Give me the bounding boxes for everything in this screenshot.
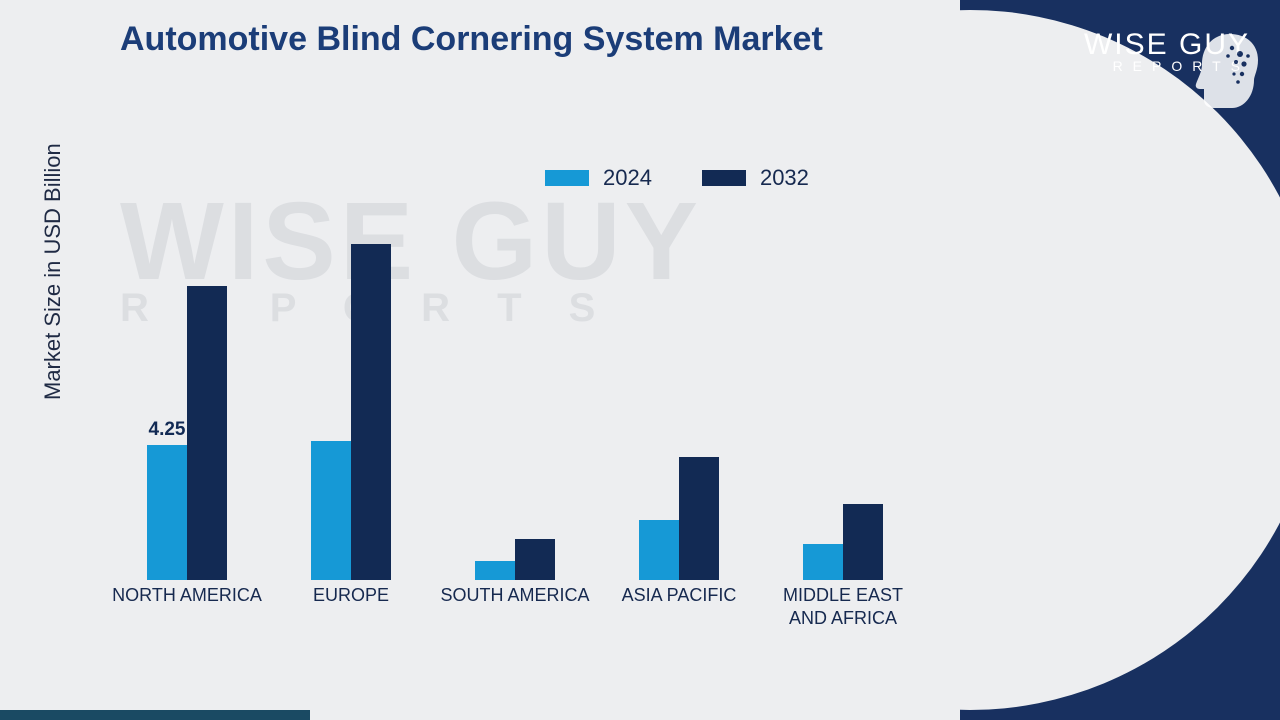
- bar: [803, 544, 843, 580]
- bottom-accent-stripe: [0, 710, 310, 720]
- bar-pair: [274, 200, 428, 580]
- category-label: NORTH AMERICA: [110, 584, 264, 607]
- bar-value-label: 4.25: [137, 419, 197, 441]
- plot-area: 4.25NORTH AMERICAEUROPESOUTH AMERICAASIA…: [110, 200, 930, 580]
- chart-title: Automotive Blind Cornering System Market: [120, 20, 840, 59]
- bar-group: MIDDLE EAST AND AFRICA: [766, 200, 920, 580]
- category-label: SOUTH AMERICA: [438, 584, 592, 607]
- bar: [311, 441, 351, 580]
- bar-pair: [602, 200, 756, 580]
- category-label: EUROPE: [274, 584, 428, 607]
- legend-item-2024: 2024: [545, 165, 652, 191]
- bar: [147, 445, 187, 580]
- bar-pair: [110, 200, 264, 580]
- legend-label-2024: 2024: [603, 165, 652, 191]
- bar-pair: [766, 200, 920, 580]
- legend-item-2032: 2032: [702, 165, 809, 191]
- legend-swatch-2024: [545, 170, 589, 186]
- category-label: MIDDLE EAST AND AFRICA: [766, 584, 920, 629]
- category-label: ASIA PACIFIC: [602, 584, 756, 607]
- bar-group: ASIA PACIFIC: [602, 200, 756, 580]
- bar-group: EUROPE: [274, 200, 428, 580]
- head-silhouette-icon: [1192, 30, 1262, 110]
- y-axis-label: Market Size in USD Billion: [40, 143, 66, 400]
- bar: [639, 520, 679, 580]
- bar-pair: [438, 200, 592, 580]
- bar: [843, 504, 883, 580]
- legend: 2024 2032: [545, 165, 809, 191]
- legend-swatch-2032: [702, 170, 746, 186]
- chart-canvas: WISE GUY R E P O R T S WISE GUY REPORTS …: [0, 0, 1280, 720]
- bar: [351, 244, 391, 580]
- legend-label-2032: 2032: [760, 165, 809, 191]
- bar-group: SOUTH AMERICA: [438, 200, 592, 580]
- bar-group: 4.25NORTH AMERICA: [110, 200, 264, 580]
- bar: [475, 561, 515, 580]
- bar: [515, 539, 555, 580]
- bar: [679, 457, 719, 581]
